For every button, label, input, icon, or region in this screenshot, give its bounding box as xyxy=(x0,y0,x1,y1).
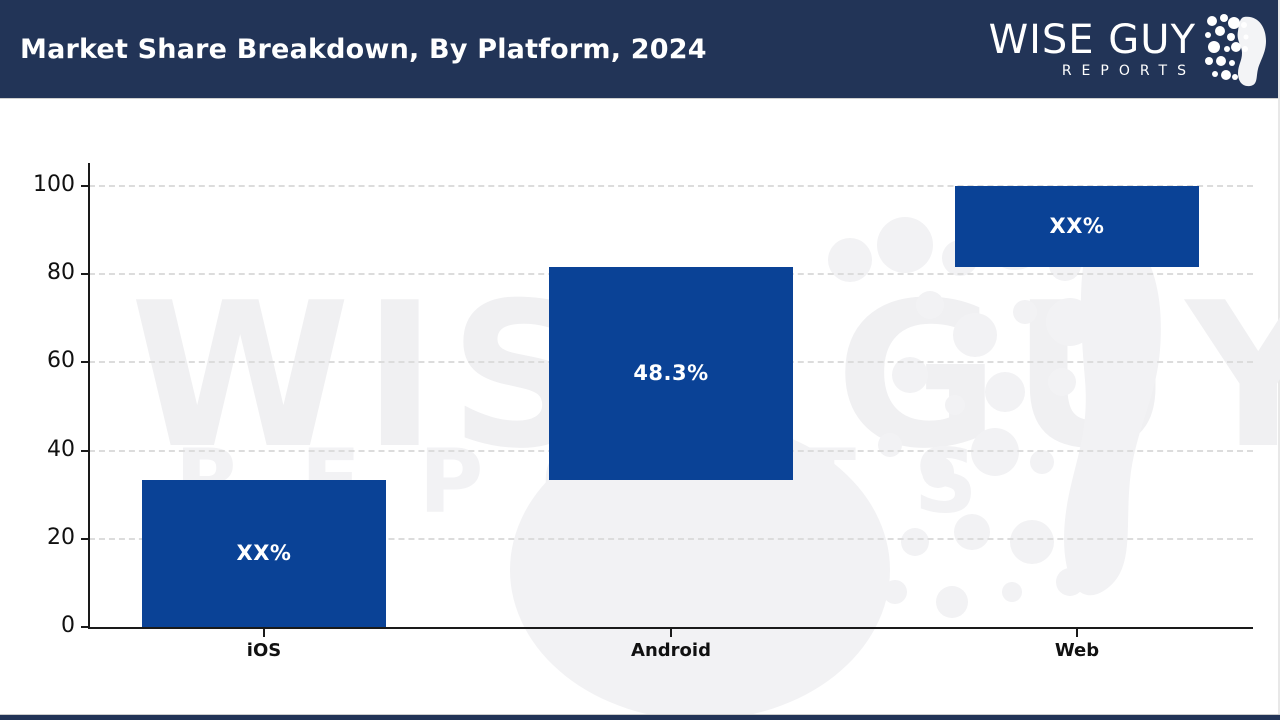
bar-web: XX% xyxy=(955,186,1199,267)
x-axis-category-label: Android xyxy=(631,640,711,661)
bar-ios: XX% xyxy=(142,479,386,627)
gridline-y-20 xyxy=(89,537,1253,540)
y-axis-tick-label: 100 xyxy=(33,172,75,197)
bar-value-label-web: XX% xyxy=(1049,214,1105,239)
y-axis-tick-mark xyxy=(81,185,89,187)
logo-text: WISE GUY REPORTS xyxy=(989,20,1196,78)
y-axis-tick-label: 0 xyxy=(61,613,75,638)
x-axis-tick-mark xyxy=(670,629,672,637)
page-title: Market Share Breakdown, By Platform, 202… xyxy=(20,33,707,65)
right-edge-line xyxy=(1278,0,1280,720)
x-axis-spine xyxy=(88,627,1253,629)
bar-value-label-android: 48.3% xyxy=(633,361,709,386)
y-axis-tick-mark xyxy=(81,273,89,276)
bar-value-label-ios: XX% xyxy=(236,541,292,566)
bar-android: 48.3% xyxy=(549,266,793,480)
logo-subtitle: REPORTS xyxy=(1061,63,1196,79)
footer-accent-bar xyxy=(0,714,1280,720)
y-axis-tick-label: 40 xyxy=(47,436,75,462)
wise-guy-reports-logo: WISE GUY REPORTS xyxy=(989,11,1280,87)
y-axis-tick-mark xyxy=(81,626,89,628)
y-axis-tick-label: 60 xyxy=(47,348,75,374)
x-axis-tick-mark xyxy=(1076,629,1078,637)
y-axis-tick-mark xyxy=(81,361,89,364)
x-axis-category-label: Web xyxy=(1054,640,1100,661)
logo-wordmark: WISE GUY xyxy=(988,17,1196,63)
waterfall-chart: WISE GUY REPORTS 020406080100XX%iOS48.3%… xyxy=(0,100,1280,714)
y-axis-tick-label: 20 xyxy=(47,524,75,550)
wise-guy-face-icon xyxy=(1205,14,1266,87)
y-axis-tick-mark xyxy=(81,537,89,540)
y-axis-spine xyxy=(88,163,90,629)
x-axis-category-label: iOS xyxy=(246,640,282,661)
x-axis-tick-mark xyxy=(263,629,265,637)
y-axis-tick-mark xyxy=(81,449,89,452)
gridline-y-100 xyxy=(89,185,1253,187)
y-axis-tick-label: 80 xyxy=(47,260,75,286)
header-bar: Market Share Breakdown, By Platform, 202… xyxy=(0,0,1280,99)
